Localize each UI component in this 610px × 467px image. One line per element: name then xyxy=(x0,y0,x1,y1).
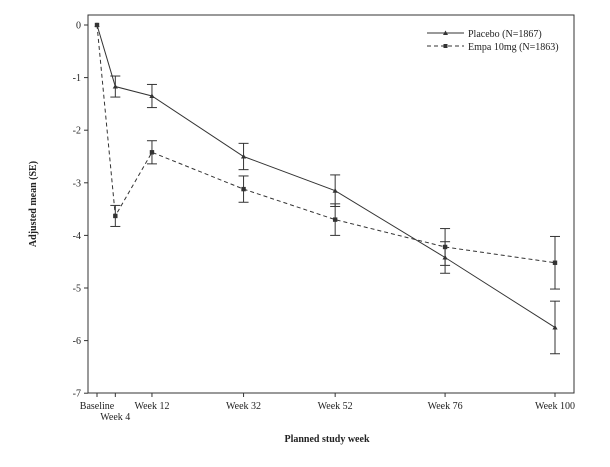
data-point xyxy=(552,260,558,265)
series-layer xyxy=(94,22,560,355)
data-point xyxy=(332,188,338,193)
x-tick-label: Week 100 xyxy=(535,401,575,412)
y-tick-label: -3 xyxy=(73,178,81,189)
series-line xyxy=(96,24,556,328)
y-tick-label: -1 xyxy=(73,73,81,84)
series-empa-10mg-n-1863 xyxy=(94,22,560,290)
y-tick-label: 0 xyxy=(76,21,81,32)
y-tick-label: -6 xyxy=(73,336,81,347)
legend-empa-label: Empa 10mg (N=1863) xyxy=(468,42,559,53)
data-point xyxy=(94,22,100,28)
data-point xyxy=(149,93,155,99)
x-tick-label: Week 4 xyxy=(100,412,130,423)
x-tick-label: Baseline xyxy=(80,401,115,412)
x-tick-label: Week 76 xyxy=(428,401,463,412)
data-point xyxy=(241,186,246,192)
data-point xyxy=(552,324,558,330)
y-tick-label: -2 xyxy=(73,126,81,137)
x-tick-label: Week 52 xyxy=(318,401,353,412)
series-placebo-n-1867 xyxy=(94,22,560,355)
legend-item-empa: Empa 10mg (N=1863) xyxy=(427,42,559,53)
y-tick-label: -5 xyxy=(73,284,81,295)
x-tick-label: Week 12 xyxy=(134,401,169,412)
legend-placebo-marker xyxy=(443,30,448,35)
plot-frame xyxy=(87,14,575,394)
data-point xyxy=(113,213,118,219)
data-point xyxy=(112,83,118,89)
data-point xyxy=(442,244,448,250)
legend-item-placebo: Placebo (N=1867) xyxy=(427,29,542,40)
series-line xyxy=(96,24,556,264)
legend-empa-marker xyxy=(443,44,448,48)
x-axis-title: Planned study week xyxy=(284,434,369,445)
data-point xyxy=(240,153,247,159)
y-tick-label: -4 xyxy=(73,231,81,242)
x-tick-label: Week 32 xyxy=(226,401,261,412)
data-point xyxy=(149,150,155,155)
y-tick-label: -7 xyxy=(73,389,81,400)
y-axis: 0 -1 -2 -3 -4 -5 -6 -7 xyxy=(73,21,88,400)
data-point xyxy=(332,217,338,222)
legend: Placebo (N=1867) Empa 10mg (N=1863) xyxy=(427,29,559,53)
y-axis-title: Adjusted mean (SE) xyxy=(28,161,39,247)
legend-placebo-label: Placebo (N=1867) xyxy=(468,29,542,40)
